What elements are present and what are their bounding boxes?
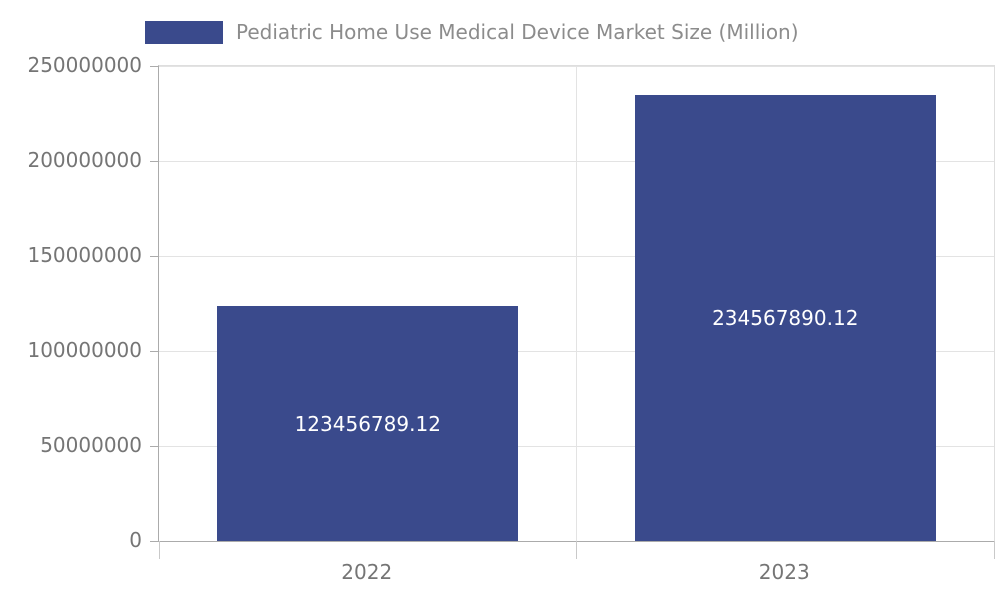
y-tick-label: 100000000 bbox=[27, 338, 142, 362]
plot-area: 123456789.12 234567890.12 bbox=[150, 65, 995, 559]
y-axis-tick bbox=[150, 160, 158, 162]
bar-value-label: 123456789.12 bbox=[294, 411, 441, 436]
y-axis-tick bbox=[150, 445, 158, 447]
x-axis-tick bbox=[158, 541, 160, 559]
bar-value-label: 234567890.12 bbox=[712, 306, 859, 331]
y-axis-tick bbox=[150, 255, 158, 257]
y-axis-tick bbox=[150, 540, 158, 542]
x-axis-tick bbox=[993, 541, 995, 559]
y-tick-label: 200000000 bbox=[27, 148, 142, 172]
bar-2022[interactable] bbox=[217, 306, 519, 541]
x-gridline bbox=[576, 66, 577, 541]
chart-legend[interactable]: Pediatric Home Use Medical Device Market… bbox=[145, 18, 799, 46]
y-tick-label: 50000000 bbox=[40, 433, 142, 457]
x-axis-tick bbox=[576, 541, 577, 559]
y-tick-label: 0 bbox=[129, 528, 142, 552]
legend-swatch bbox=[145, 20, 223, 44]
x-tick-label: 2023 bbox=[758, 560, 810, 584]
y-tick-label: 250000000 bbox=[27, 53, 142, 77]
y-tick-label: 150000000 bbox=[27, 243, 142, 267]
bar-2023[interactable] bbox=[634, 95, 936, 541]
x-tick-label: 2022 bbox=[341, 560, 393, 584]
y-axis-tick bbox=[150, 350, 158, 352]
y-axis-tick bbox=[150, 65, 158, 67]
legend-label: Pediatric Home Use Medical Device Market… bbox=[236, 20, 799, 44]
